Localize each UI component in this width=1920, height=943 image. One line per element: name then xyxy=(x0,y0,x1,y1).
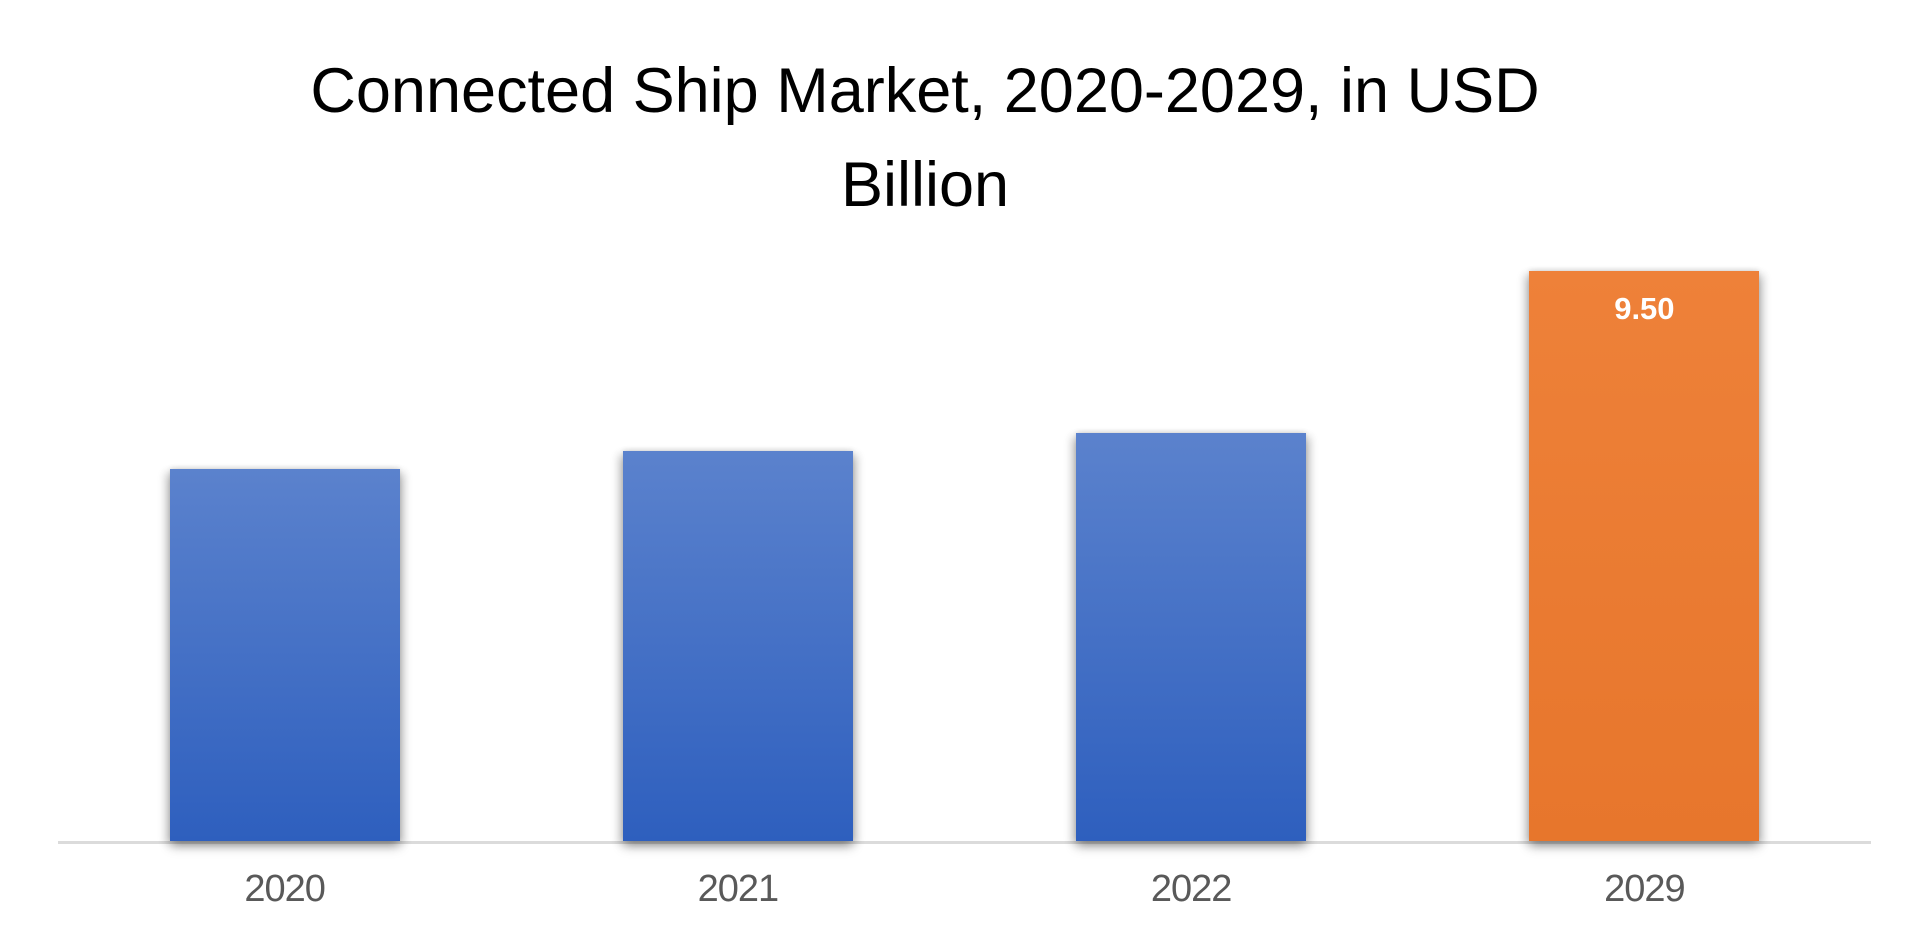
chart-title-line-1: Connected Ship Market, 2020-2029, in USD xyxy=(310,56,1540,126)
x-axis: 2020 2021 2022 2029 xyxy=(58,868,1871,911)
bar-slot-2022 xyxy=(965,241,1418,841)
x-tick-2029: 2029 xyxy=(1604,868,1686,910)
data-label-2029: 9.50 xyxy=(1614,291,1675,326)
bar-2021 xyxy=(622,451,853,841)
bar-2020 xyxy=(169,469,400,841)
bar-2022 xyxy=(1076,433,1307,841)
bar-slot-2021 xyxy=(511,241,964,841)
x-tick-2020: 2020 xyxy=(244,868,326,910)
chart-title: Connected Ship Market, 2020-2029, in USD… xyxy=(0,44,1850,232)
x-tick-2021: 2021 xyxy=(697,868,780,910)
bar-slot-2020 xyxy=(58,241,511,841)
bar-2029: 9.50 xyxy=(1529,271,1760,841)
chart-title-line-2: Billion xyxy=(840,150,1010,220)
plot-area: 9.50 xyxy=(58,241,1871,844)
bar-slot-2029: 9.50 xyxy=(1418,241,1871,841)
x-tick-2022: 2022 xyxy=(1150,868,1233,910)
